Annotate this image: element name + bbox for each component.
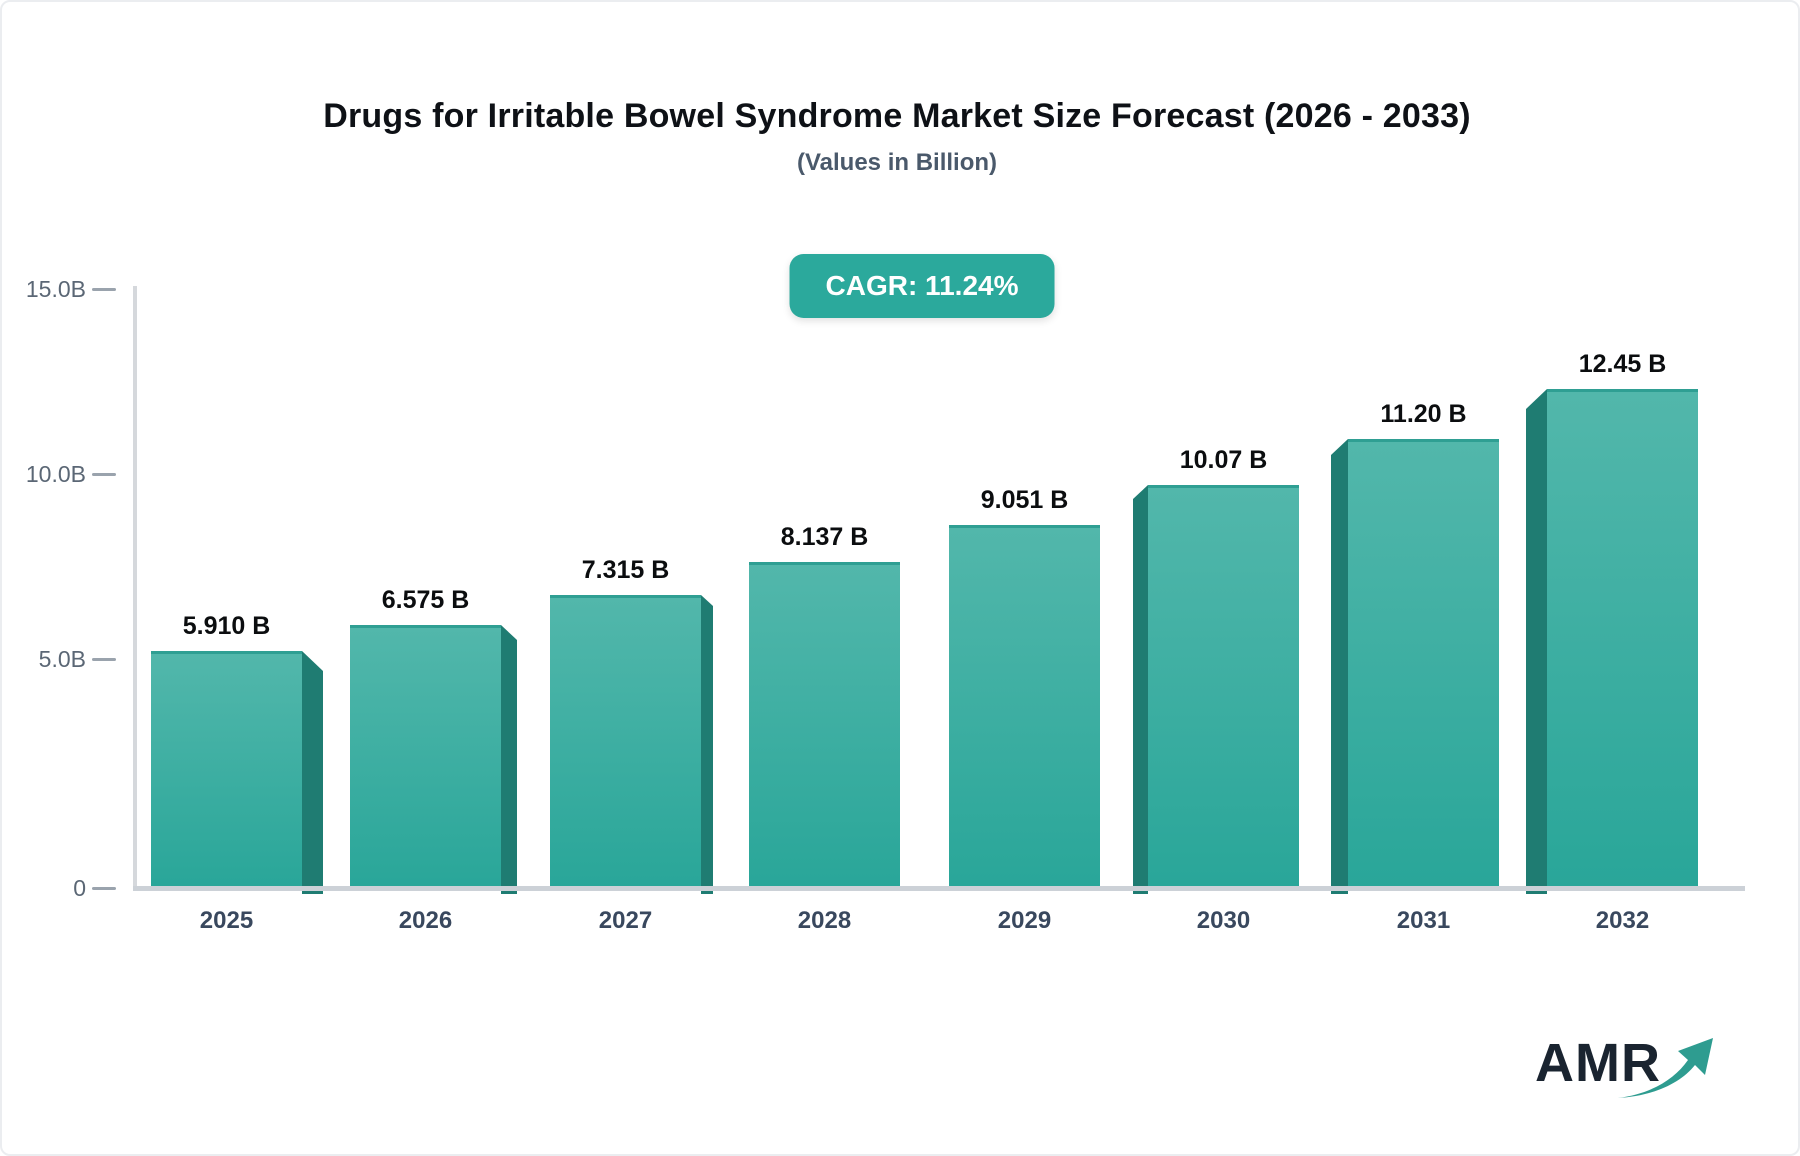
bar-side-face <box>1133 485 1148 894</box>
growth-arrow-icon <box>1618 1038 1713 1098</box>
y-tick-label: 5.0B <box>38 646 86 672</box>
y-tick-mark <box>92 473 116 476</box>
x-axis-label: 2029 <box>997 907 1052 934</box>
bar <box>1148 485 1299 888</box>
y-tick-mark <box>92 288 116 291</box>
y-tick-label: 0 <box>73 875 86 901</box>
x-axis-label: 2027 <box>598 907 653 934</box>
bar-value-label: 11.20 B <box>1380 400 1467 428</box>
y-tick-mark <box>92 658 116 661</box>
bar <box>949 525 1100 888</box>
amr-logo-text: AMR <box>1535 1033 1661 1093</box>
bar-value-label: 7.315 B <box>581 556 670 584</box>
bar-side-face <box>1526 389 1547 894</box>
y-tick-mark <box>92 887 116 890</box>
bar <box>1348 439 1499 888</box>
bar <box>1547 389 1698 888</box>
bar-value-label: 10.07 B <box>1179 446 1268 474</box>
bar-value-label: 12.45 B <box>1578 350 1667 378</box>
bar-side-face <box>501 625 517 894</box>
bar-value-label: 8.137 B <box>780 523 869 551</box>
cagr-badge: CAGR: 11.24% <box>789 254 1055 318</box>
x-axis-label: 2025 <box>199 907 254 934</box>
bar <box>550 595 701 888</box>
y-tick-label: 10.0B <box>25 461 86 487</box>
x-axis-line <box>133 886 1745 891</box>
bar-value-label: 5.910 B <box>182 612 271 640</box>
bar-side-face <box>1331 439 1348 894</box>
chart-subtitle: (Values in Billion) <box>796 149 998 176</box>
x-axis-label: 2028 <box>797 907 852 934</box>
y-tick-label: 15.0B <box>25 276 86 302</box>
bar <box>749 562 900 888</box>
bar-value-label: 9.051 B <box>980 486 1069 514</box>
bar-value-label: 6.575 B <box>381 586 470 614</box>
bar-side-face <box>302 651 323 894</box>
y-axis-line <box>133 286 137 891</box>
x-axis-label: 2032 <box>1595 907 1650 934</box>
bar-side-face <box>701 595 713 894</box>
x-axis-label: 2026 <box>398 907 453 934</box>
bar <box>151 651 302 888</box>
x-axis-label: 2031 <box>1396 907 1451 934</box>
page-title: Drugs for Irritable Bowel Syndrome Marke… <box>323 97 1471 135</box>
x-axis-label: 2030 <box>1196 907 1251 934</box>
bar <box>350 625 501 888</box>
